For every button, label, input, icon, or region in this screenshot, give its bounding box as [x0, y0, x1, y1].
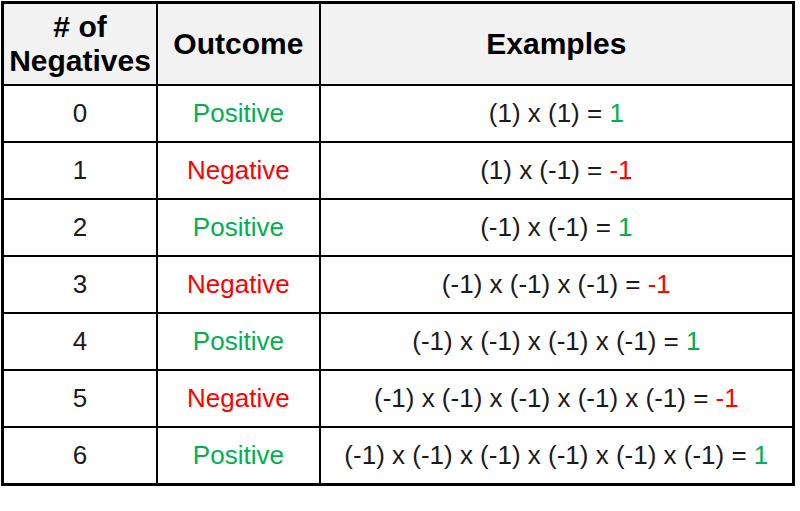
sign-rules-table: # of Negatives Outcome Examples 0 Positi…	[1, 1, 795, 486]
negatives-cell: 0	[3, 85, 158, 142]
example-result: -1	[609, 155, 632, 185]
negatives-cell: 3	[3, 256, 158, 313]
example-expression: (1) x (1) =	[489, 98, 610, 128]
example-result: 1	[618, 212, 632, 242]
outcome-cell: Positive	[157, 85, 320, 142]
header-outcome: Outcome	[157, 3, 320, 86]
example-cell: (-1) x (-1) x (-1) x (-1) x (-1) = -1	[320, 370, 794, 427]
example-cell: (-1) x (-1) x (-1) = -1	[320, 256, 794, 313]
outcome-cell: Positive	[157, 199, 320, 256]
example-expression: (-1) x (-1) =	[480, 212, 618, 242]
negatives-cell: 6	[3, 427, 158, 485]
header-row: # of Negatives Outcome Examples	[3, 3, 794, 86]
example-expression: (-1) x (-1) x (-1) x (-1) =	[412, 326, 686, 356]
outcome-cell: Positive	[157, 313, 320, 370]
example-expression: (-1) x (-1) x (-1) =	[442, 269, 648, 299]
example-cell: (-1) x (-1) = 1	[320, 199, 794, 256]
negatives-cell: 1	[3, 142, 158, 199]
table-row: 4 Positive (-1) x (-1) x (-1) x (-1) = 1	[3, 313, 794, 370]
example-expression: (-1) x (-1) x (-1) x (-1) x (-1) =	[374, 383, 716, 413]
negatives-cell: 4	[3, 313, 158, 370]
table-row: 3 Negative (-1) x (-1) x (-1) = -1	[3, 256, 794, 313]
table-row: 0 Positive (1) x (1) = 1	[3, 85, 794, 142]
example-expression: (-1) x (-1) x (-1) x (-1) x (-1) x (-1) …	[344, 440, 753, 470]
header-examples: Examples	[320, 3, 794, 86]
outcome-cell: Negative	[157, 256, 320, 313]
example-expression: (1) x (-1) =	[480, 155, 609, 185]
example-result: 1	[686, 326, 700, 356]
negatives-cell: 2	[3, 199, 158, 256]
outcome-cell: Negative	[157, 142, 320, 199]
example-result: 1	[754, 440, 768, 470]
sign-rules-figure: # of Negatives Outcome Examples 0 Positi…	[0, 0, 800, 511]
example-result: -1	[716, 383, 739, 413]
table-row: 1 Negative (1) x (-1) = -1	[3, 142, 794, 199]
header-negatives: # of Negatives	[3, 3, 158, 86]
example-cell: (1) x (1) = 1	[320, 85, 794, 142]
negatives-cell: 5	[3, 370, 158, 427]
table-row: 2 Positive (-1) x (-1) = 1	[3, 199, 794, 256]
outcome-cell: Positive	[157, 427, 320, 485]
example-cell: (-1) x (-1) x (-1) x (-1) = 1	[320, 313, 794, 370]
outcome-cell: Negative	[157, 370, 320, 427]
example-result: -1	[648, 269, 671, 299]
example-cell: (-1) x (-1) x (-1) x (-1) x (-1) x (-1) …	[320, 427, 794, 485]
example-cell: (1) x (-1) = -1	[320, 142, 794, 199]
table-row: 6 Positive (-1) x (-1) x (-1) x (-1) x (…	[3, 427, 794, 485]
table-row: 5 Negative (-1) x (-1) x (-1) x (-1) x (…	[3, 370, 794, 427]
example-result: 1	[609, 98, 623, 128]
